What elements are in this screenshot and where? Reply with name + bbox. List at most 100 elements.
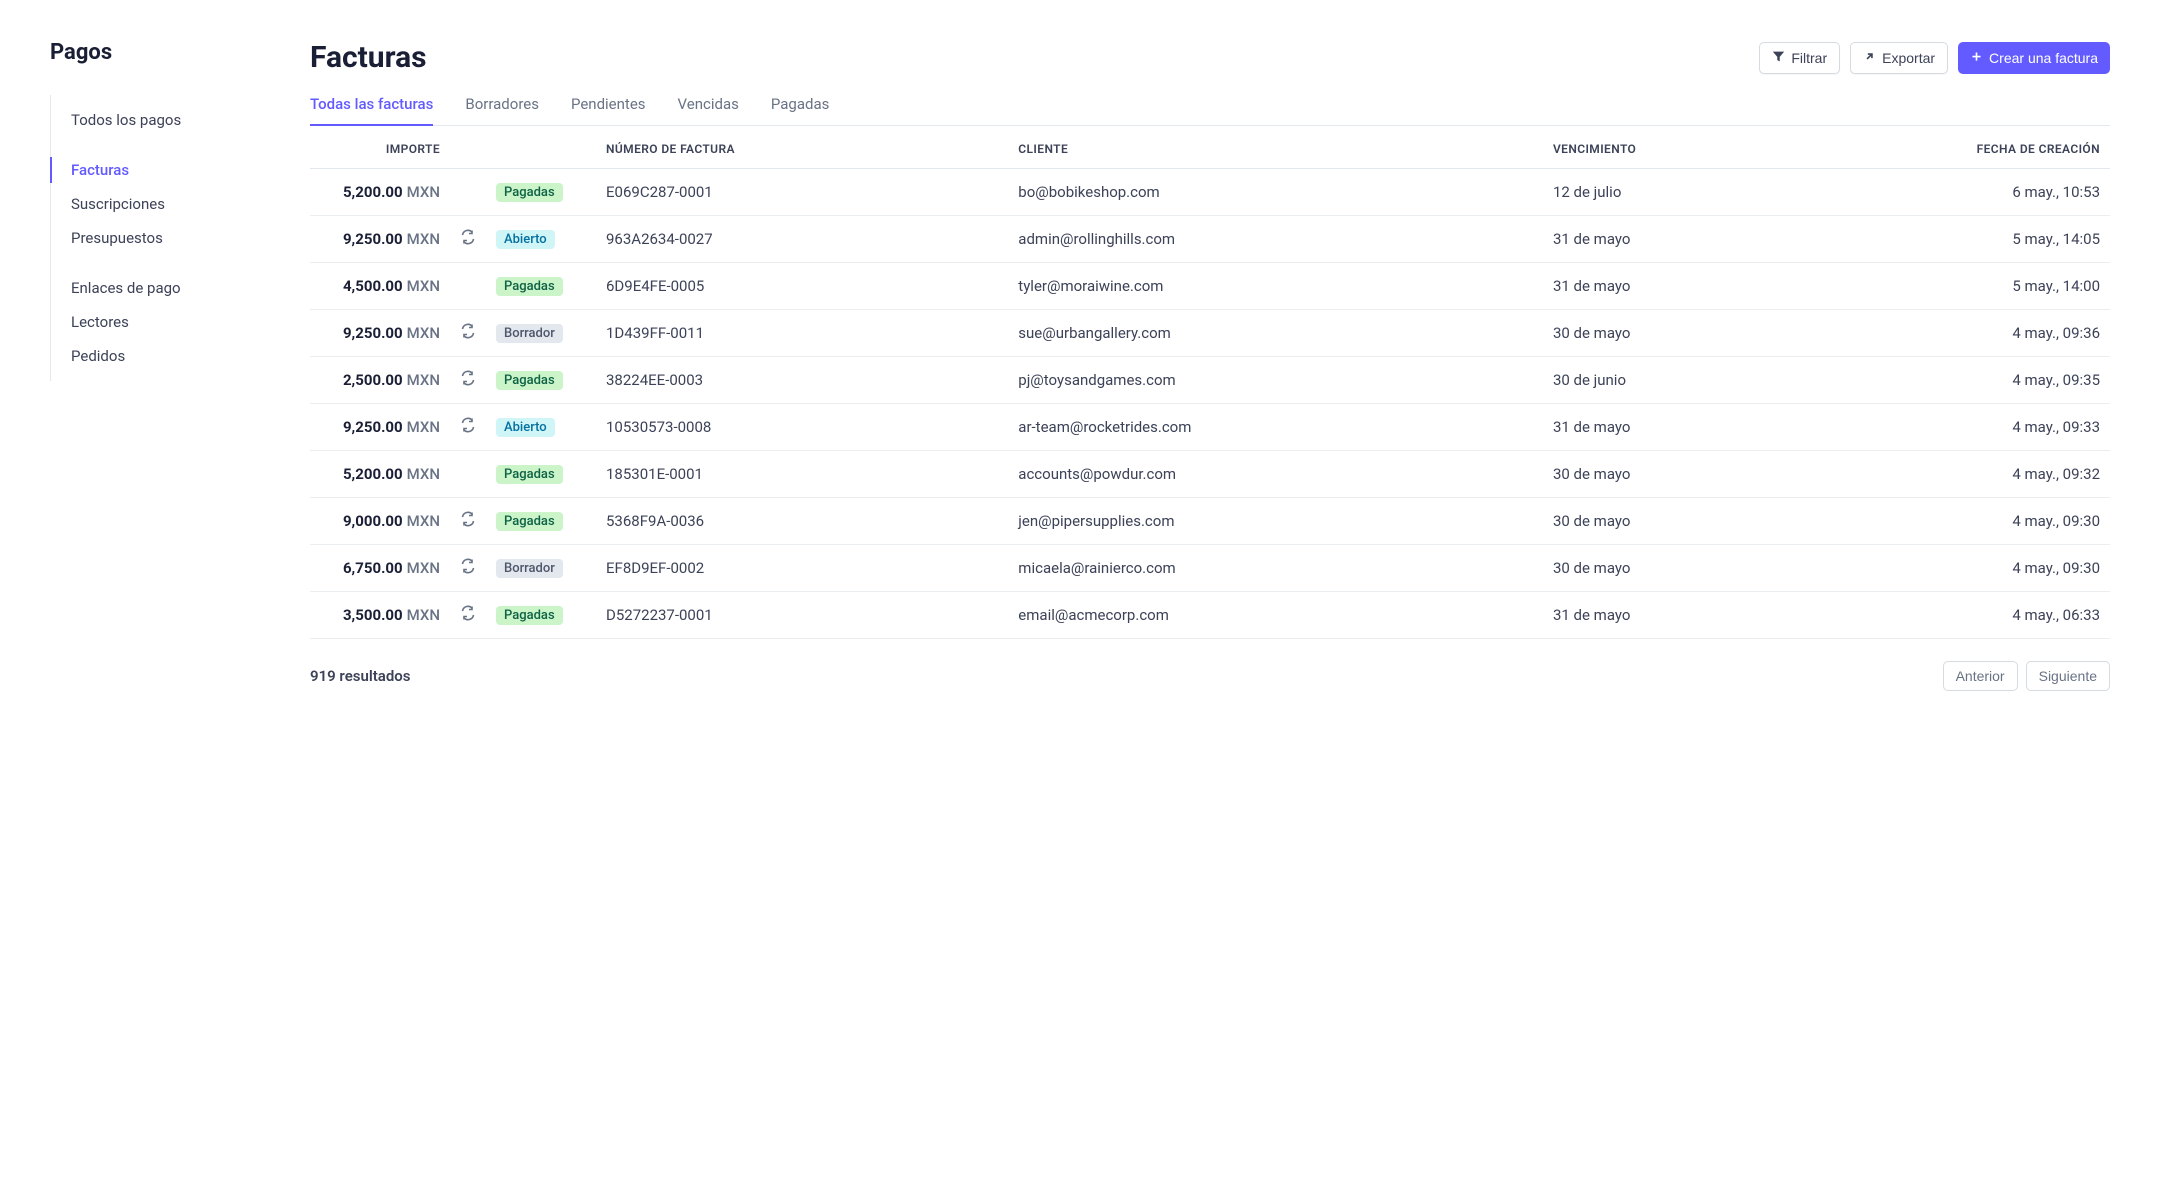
- cell-status: Borrador: [486, 545, 596, 592]
- sidebar-item[interactable]: Todos los pagos: [51, 103, 300, 137]
- sidebar: Pagos Todos los pagos FacturasSuscripcion…: [50, 40, 300, 691]
- amount-currency: MXN: [403, 324, 440, 342]
- cell-recurring: [450, 357, 486, 404]
- cell-amount: 6,750.00MXN: [310, 545, 450, 592]
- amount-value: 4,500.00: [343, 277, 403, 295]
- recurring-icon: [460, 417, 476, 433]
- cell-recurring: [450, 498, 486, 545]
- table-row[interactable]: 9,250.00MXNBorrador1D439FF-0011sue@urban…: [310, 310, 2110, 357]
- amount-currency: MXN: [403, 512, 440, 530]
- status-badge: Pagadas: [496, 277, 563, 296]
- cell-created: 4 may., 09:35: [1713, 357, 2110, 404]
- filter-icon: [1772, 50, 1785, 66]
- sidebar-title: Pagos: [50, 40, 300, 65]
- cell-status: Pagadas: [486, 592, 596, 639]
- table-row[interactable]: 5,200.00MXNPagadasE069C287-0001bo@bobike…: [310, 169, 2110, 216]
- status-badge: Pagadas: [496, 512, 563, 531]
- table-row[interactable]: 9,250.00MXNAbierto963A2634-0027admin@rol…: [310, 216, 2110, 263]
- prev-button[interactable]: Anterior: [1943, 661, 2018, 691]
- cell-due: 31 de mayo: [1543, 216, 1713, 263]
- sidebar-item[interactable]: Lectores: [51, 305, 300, 339]
- sidebar-item[interactable]: Facturas: [51, 153, 300, 187]
- cell-due: 31 de mayo: [1543, 263, 1713, 310]
- cell-client: jen@pipersupplies.com: [1008, 498, 1543, 545]
- cell-status: Abierto: [486, 216, 596, 263]
- cell-amount: 2,500.00MXN: [310, 357, 450, 404]
- table-row[interactable]: 4,500.00MXNPagadas6D9E4FE-0005tyler@mora…: [310, 263, 2110, 310]
- amount-currency: MXN: [403, 230, 440, 248]
- recurring-icon: [460, 229, 476, 245]
- tab[interactable]: Borradores: [465, 95, 539, 125]
- export-button-label: Exportar: [1882, 50, 1935, 66]
- cell-recurring: [450, 169, 486, 216]
- cell-due: 12 de julio: [1543, 169, 1713, 216]
- status-badge: Abierto: [496, 418, 555, 437]
- amount-value: 6,750.00: [343, 559, 403, 577]
- tab[interactable]: Vencidas: [678, 95, 739, 125]
- table-row[interactable]: 2,500.00MXNPagadas38224EE-0003pj@toysand…: [310, 357, 2110, 404]
- cell-created: 4 may., 09:30: [1713, 545, 2110, 592]
- amount-currency: MXN: [403, 606, 440, 624]
- cell-client: admin@rollinghills.com: [1008, 216, 1543, 263]
- recurring-icon: [460, 511, 476, 527]
- amount-currency: MXN: [403, 277, 440, 295]
- cell-recurring: [450, 310, 486, 357]
- header: Facturas Filtrar Exportar: [310, 40, 2110, 75]
- cell-client: sue@urbangallery.com: [1008, 310, 1543, 357]
- table-row[interactable]: 6,750.00MXNBorradorEF8D9EF-0002micaela@r…: [310, 545, 2110, 592]
- amount-value: 9,250.00: [343, 418, 403, 436]
- sidebar-item[interactable]: Suscripciones: [51, 187, 300, 221]
- cell-amount: 5,200.00MXN: [310, 169, 450, 216]
- sidebar-item[interactable]: Pedidos: [51, 339, 300, 373]
- status-badge: Borrador: [496, 324, 563, 343]
- invoices-table: IMPORTE NÚMERO DE FACTURA CLIENTE VENCIM…: [310, 126, 2110, 639]
- cell-recurring: [450, 545, 486, 592]
- status-badge: Pagadas: [496, 371, 563, 390]
- table-row[interactable]: 5,200.00MXNPagadas185301E-0001accounts@p…: [310, 451, 2110, 498]
- table-row[interactable]: 9,000.00MXN Pagadas 5368F9A-0036jen@pipers…: [310, 498, 2110, 545]
- sidebar-item[interactable]: Enlaces de pago: [51, 271, 300, 305]
- tab[interactable]: Pagadas: [771, 95, 829, 125]
- cell-created: 4 may., 09:32: [1713, 451, 2110, 498]
- cell-recurring: [450, 263, 486, 310]
- tab[interactable]: Todas las facturas: [310, 95, 433, 125]
- pagination: Anterior Siguiente: [1943, 661, 2110, 691]
- cell-status: Pagadas: [486, 169, 596, 216]
- status-badge: Pagadas: [496, 183, 563, 202]
- col-recur: [450, 126, 486, 169]
- next-button[interactable]: Siguiente: [2026, 661, 2110, 691]
- results-count: 919 resultados: [310, 667, 411, 685]
- cell-amount: 9,250.00MXN: [310, 404, 450, 451]
- filter-button-label: Filtrar: [1791, 50, 1827, 66]
- cell-status: Pagadas: [486, 263, 596, 310]
- col-amount: IMPORTE: [310, 126, 450, 169]
- filter-button[interactable]: Filtrar: [1759, 42, 1840, 74]
- cell-client: ar-team@rocketrides.com: [1008, 404, 1543, 451]
- cell-client: accounts@powdur.com: [1008, 451, 1543, 498]
- sidebar-item[interactable]: Presupuestos: [51, 221, 300, 255]
- cell-invoice-number: D5272237-0001: [596, 592, 1008, 639]
- amount-value: 9,000.00: [343, 512, 403, 530]
- cell-status: Pagadas: [486, 357, 596, 404]
- cell-created: 4 may., 09:30: [1713, 498, 2110, 545]
- cell-created: 5 may., 14:05: [1713, 216, 2110, 263]
- table-row[interactable]: 9,250.00MXNAbierto10530573-0008ar-team@r…: [310, 404, 2110, 451]
- status-badge: Pagadas: [496, 465, 563, 484]
- tab[interactable]: Pendientes: [571, 95, 646, 125]
- create-invoice-button[interactable]: Crear una factura: [1958, 42, 2110, 74]
- table-row[interactable]: 3,500.00MXNPagadasD5272237-0001email@acm…: [310, 592, 2110, 639]
- recurring-icon: [460, 370, 476, 386]
- col-number: NÚMERO DE FACTURA: [596, 126, 1008, 169]
- export-button[interactable]: Exportar: [1850, 42, 1948, 74]
- cell-due: 30 de mayo: [1543, 498, 1713, 545]
- amount-value: 5,200.00: [343, 465, 403, 483]
- main: Facturas Filtrar Exportar: [310, 40, 2110, 691]
- cell-client: pj@toysandgames.com: [1008, 357, 1543, 404]
- export-icon: [1863, 50, 1876, 66]
- sidebar-nav: Todos los pagos FacturasSuscripcionesPres…: [50, 95, 300, 381]
- cell-invoice-number: 5368F9A-0036: [596, 498, 1008, 545]
- cell-created: 4 may., 06:33: [1713, 592, 2110, 639]
- cell-recurring: [450, 216, 486, 263]
- cell-recurring: [450, 404, 486, 451]
- cell-due: 30 de mayo: [1543, 451, 1713, 498]
